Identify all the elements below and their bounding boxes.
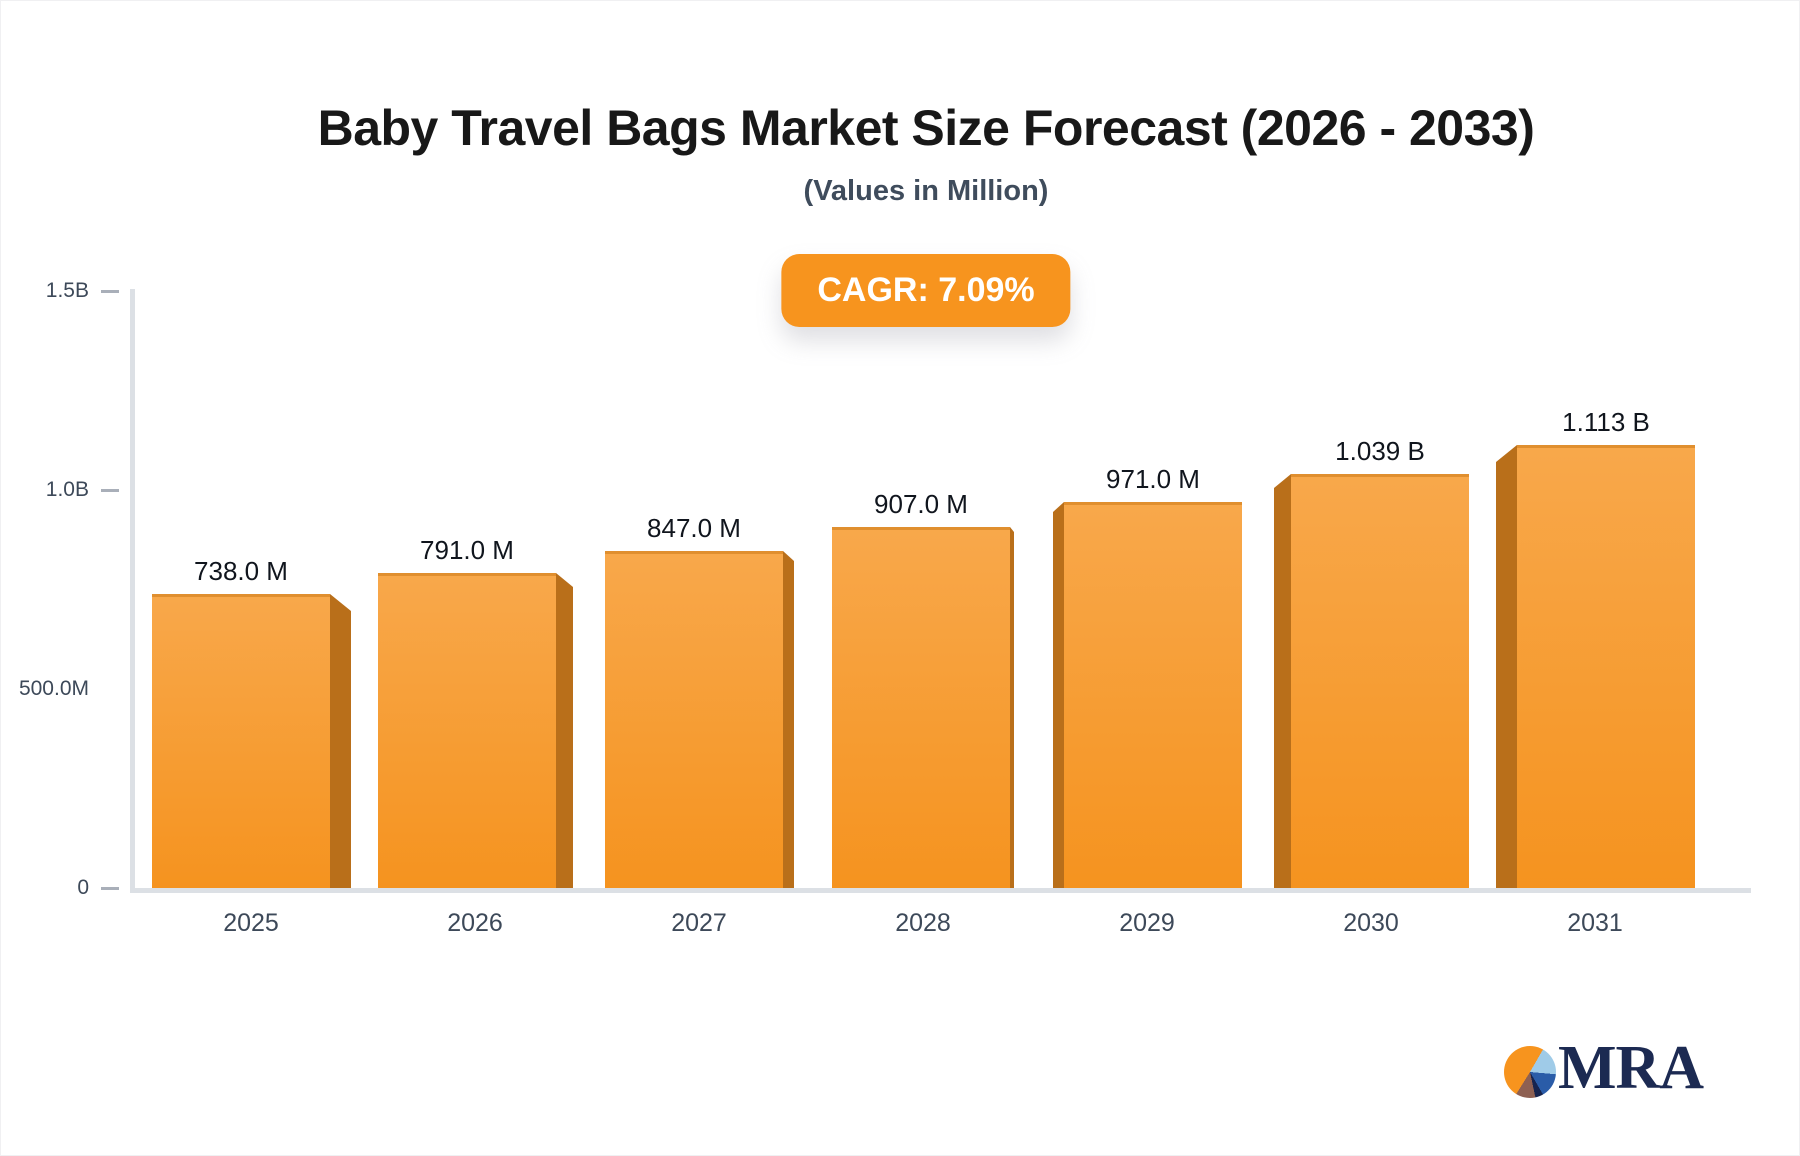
bar-face[interactable] xyxy=(832,527,1010,888)
x-tick-label: 2028 xyxy=(895,909,951,937)
x-tick-label: 2029 xyxy=(1119,909,1175,937)
chart-title: Baby Travel Bags Market Size Forecast (2… xyxy=(317,100,1535,156)
bar-3d-side xyxy=(783,551,794,888)
bar-3d-side xyxy=(1496,445,1517,888)
bar-2028[interactable] xyxy=(832,527,1014,888)
bar-2026[interactable] xyxy=(378,573,573,888)
bar-3d-side xyxy=(330,594,351,888)
bar-2027[interactable] xyxy=(605,551,794,888)
bar-value-label: 847.0 M xyxy=(647,513,741,543)
x-tick-label: 2030 xyxy=(1343,909,1399,937)
y-tick-label: 500.0M xyxy=(18,677,89,700)
bar-value-label: 791.0 M xyxy=(420,535,514,565)
bar-3d-side xyxy=(1010,527,1014,888)
bar-face[interactable] xyxy=(605,551,783,888)
bar-face[interactable] xyxy=(152,594,330,888)
bar-value-label: 971.0 M xyxy=(1106,464,1200,494)
y-tick-dash xyxy=(101,489,119,492)
bar-face[interactable] xyxy=(378,573,556,888)
brand-logo: MRA xyxy=(1504,1034,1704,1102)
bar-2029[interactable] xyxy=(1053,502,1242,888)
chart-subtitle: (Values in Million) xyxy=(803,175,1049,207)
y-tick-label: 1.0B xyxy=(45,478,89,501)
bar-value-label: 1.113 B xyxy=(1562,407,1650,437)
bar-value-label: 1.039 B xyxy=(1335,436,1425,466)
pie-chart-logo-icon xyxy=(1504,1046,1556,1098)
chart-header: Baby Travel Bags Market Size Forecast (2… xyxy=(51,1,1799,208)
y-tick-label: 0 xyxy=(77,876,89,899)
bar-2030[interactable] xyxy=(1274,474,1469,888)
bar-value-label: 907.0 M xyxy=(874,489,968,519)
x-tick-label: 2031 xyxy=(1567,909,1623,937)
bar-2031[interactable] xyxy=(1496,445,1695,888)
y-tick-label: 1.5B xyxy=(45,279,89,302)
x-tick-label: 2025 xyxy=(223,909,279,937)
cagr-badge: CAGR: 7.09% xyxy=(781,254,1071,327)
bar-3d-side xyxy=(1053,502,1064,888)
x-tick-label: 2026 xyxy=(447,909,503,937)
bar-value-label: 738.0 M xyxy=(194,556,288,586)
bar-3d-side xyxy=(556,573,573,888)
x-axis-line xyxy=(130,888,1751,893)
brand-logo-text: MRA xyxy=(1558,1034,1704,1102)
bar-face[interactable] xyxy=(1291,474,1469,888)
x-tick-label: 2027 xyxy=(671,909,727,937)
bar-face[interactable] xyxy=(1517,445,1695,888)
bar-3d-side xyxy=(1274,474,1291,888)
y-axis-line xyxy=(130,289,135,893)
bar-face[interactable] xyxy=(1064,502,1242,888)
y-tick-dash xyxy=(101,290,119,293)
y-tick-dash xyxy=(101,887,119,890)
bar-2025[interactable] xyxy=(152,594,351,888)
